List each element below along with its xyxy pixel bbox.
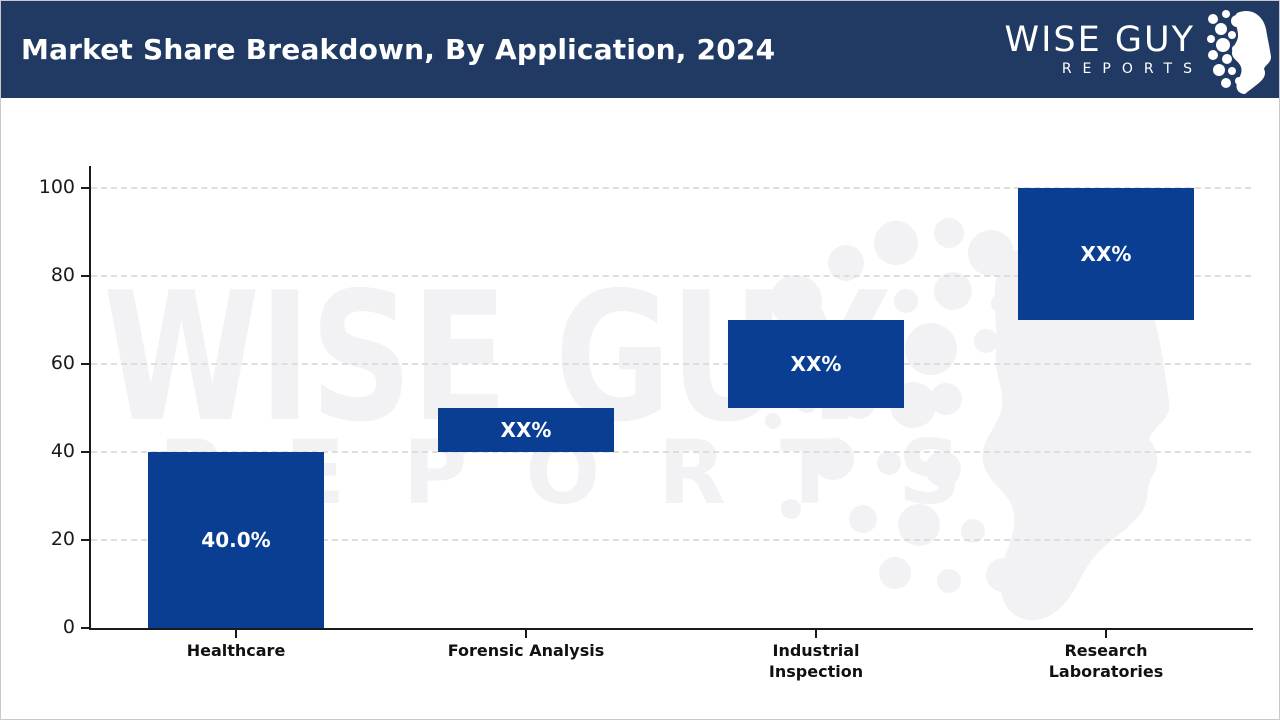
y-tick-label: 80 xyxy=(50,264,75,286)
bar-value-label: XX% xyxy=(500,418,552,442)
y-tick-label: 40 xyxy=(50,440,75,462)
y-tick xyxy=(81,187,90,189)
page-title: Market Share Breakdown, By Application, … xyxy=(21,33,776,66)
bar: 40.0% xyxy=(148,452,324,628)
x-tick xyxy=(525,630,527,638)
x-tick xyxy=(815,630,817,638)
y-tick xyxy=(81,627,90,629)
y-tick-label: 60 xyxy=(50,352,75,374)
category-label-line: Industrial xyxy=(772,641,860,660)
category-label-line: Laboratories xyxy=(1048,661,1164,681)
bar: XX% xyxy=(1018,188,1194,320)
category-label-line: Forensic Analysis xyxy=(447,641,605,660)
y-tick-label: 20 xyxy=(50,528,75,550)
logo-text: WISE GUY REPORTS xyxy=(1004,20,1195,77)
gridline xyxy=(91,539,1251,541)
category-label-line: Healthcare xyxy=(186,641,286,660)
header: Market Share Breakdown, By Application, … xyxy=(1,1,1279,98)
y-axis xyxy=(89,166,91,630)
gridline xyxy=(91,451,1251,453)
category-label: Industrial Inspection xyxy=(696,641,936,683)
y-tick xyxy=(81,451,90,453)
bar: XX% xyxy=(438,408,614,452)
category-label: Research Laboratories xyxy=(986,641,1226,683)
x-axis xyxy=(89,628,1253,630)
category-label: Healthcare xyxy=(116,641,356,662)
logo-wordmark: WISE GUY xyxy=(1004,20,1195,60)
gridline xyxy=(91,187,1251,189)
y-tick-label: 100 xyxy=(38,176,75,198)
gridline xyxy=(91,363,1251,365)
x-tick xyxy=(1105,630,1107,638)
logo-subtitle: REPORTS xyxy=(1061,61,1203,77)
category-label: Forensic Analysis xyxy=(406,641,646,662)
bar-value-label: 40.0% xyxy=(201,528,271,552)
y-tick-label: 0 xyxy=(62,616,75,638)
y-tick xyxy=(81,363,90,365)
category-label-line: Research xyxy=(1064,641,1148,660)
bar-value-label: XX% xyxy=(1080,242,1132,266)
x-tick xyxy=(235,630,237,638)
y-tick xyxy=(81,539,90,541)
y-tick xyxy=(81,275,90,277)
bar: XX% xyxy=(728,320,904,408)
gridline xyxy=(91,275,1251,277)
category-label-line: Inspection xyxy=(768,661,864,681)
wiseguy-logo: WISE GUY REPORTS xyxy=(1004,5,1271,95)
bar-value-label: XX% xyxy=(790,352,842,376)
logo-face-icon xyxy=(1207,9,1271,94)
